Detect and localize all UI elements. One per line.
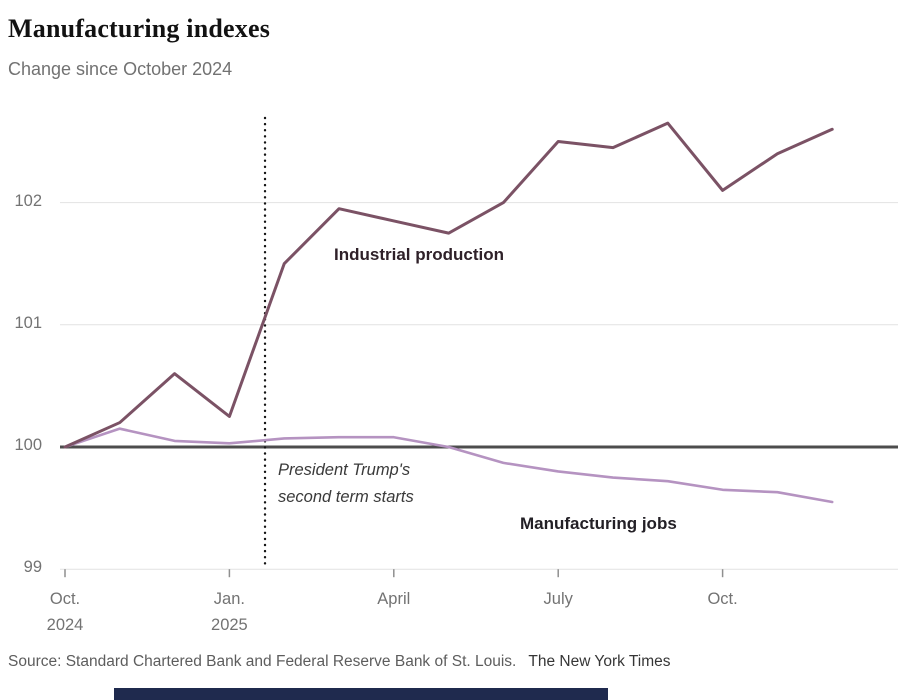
line-chart-svg bbox=[60, 116, 898, 578]
x-axis-label-year: 2024 bbox=[46, 616, 84, 634]
x-axis-label-month: Oct. bbox=[49, 590, 81, 608]
x-axis-label-month: April bbox=[377, 590, 411, 608]
manufacturing-jobs-line bbox=[63, 427, 834, 504]
x-axis-label-April: April bbox=[349, 586, 439, 612]
series-label-industrial-production: Industrial production bbox=[334, 245, 504, 264]
event-annotation-line1: President Trump's bbox=[278, 461, 411, 479]
bottom-bar bbox=[114, 688, 608, 700]
y-axis-label-101: 101 bbox=[14, 313, 42, 332]
y-axis-label-102: 102 bbox=[14, 191, 42, 210]
industrial-production-line bbox=[63, 121, 834, 449]
x-axis-label-year: 2025 bbox=[211, 616, 248, 634]
chart-area: Industrial production Manufacturing jobs… bbox=[0, 100, 912, 645]
source-text: Source: Standard Chartered Bank and Fede… bbox=[8, 653, 517, 670]
event-annotation-line2: second term starts bbox=[278, 488, 414, 506]
x-axis-label-July: July bbox=[513, 586, 603, 612]
x-axis-label-Oct: Oct. bbox=[678, 586, 768, 612]
page-title: Manufacturing indexes bbox=[8, 14, 271, 43]
credit-text: The New York Times bbox=[528, 653, 671, 670]
series-label-manufacturing-jobs: Manufacturing jobs bbox=[520, 514, 677, 533]
x-axis-label-Oct-2024: Oct. 2024 bbox=[20, 586, 110, 638]
chart-subtitle: Change since October 2024 bbox=[8, 59, 233, 79]
x-axis-label-month: July bbox=[543, 590, 573, 608]
x-axis-label-Jan-2025: Jan. 2025 bbox=[184, 586, 274, 638]
y-axis-label-100: 100 bbox=[14, 436, 42, 454]
y-axis-label-99: 99 bbox=[23, 558, 42, 577]
x-axis-label-month: Jan. bbox=[213, 590, 245, 608]
source-line: Source: Standard Chartered Bank and Fede… bbox=[8, 653, 671, 671]
event-annotation: President Trump's second term starts bbox=[278, 457, 414, 511]
x-axis-label-month: Oct. bbox=[707, 590, 738, 608]
